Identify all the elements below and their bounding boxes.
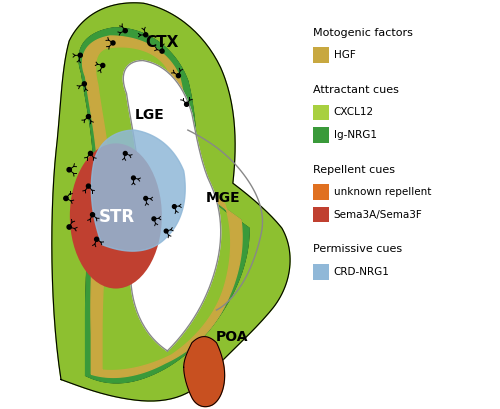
Text: Ig-NRG1: Ig-NRG1	[334, 130, 377, 140]
Circle shape	[100, 63, 105, 67]
Circle shape	[82, 82, 86, 86]
Circle shape	[88, 151, 92, 155]
Circle shape	[176, 74, 180, 78]
Polygon shape	[124, 61, 220, 351]
Polygon shape	[52, 3, 290, 401]
Circle shape	[64, 196, 68, 200]
Text: CRD-NRG1: CRD-NRG1	[334, 267, 390, 277]
Polygon shape	[79, 28, 249, 383]
Circle shape	[172, 204, 176, 209]
FancyBboxPatch shape	[314, 207, 329, 222]
Ellipse shape	[70, 144, 162, 289]
Text: Repellent cues: Repellent cues	[314, 165, 396, 175]
Circle shape	[123, 29, 128, 33]
Circle shape	[86, 115, 90, 119]
Text: CTX: CTX	[146, 36, 179, 50]
FancyBboxPatch shape	[314, 127, 329, 143]
Text: unknown repellent: unknown repellent	[334, 187, 431, 197]
Circle shape	[124, 151, 127, 155]
Circle shape	[94, 237, 98, 241]
Polygon shape	[92, 130, 185, 251]
Circle shape	[67, 168, 71, 172]
FancyBboxPatch shape	[314, 105, 329, 120]
FancyBboxPatch shape	[314, 47, 329, 63]
Text: Attractant cues: Attractant cues	[314, 85, 400, 95]
Text: CXCL12: CXCL12	[334, 108, 374, 117]
FancyBboxPatch shape	[314, 184, 329, 200]
Text: Permissive cues: Permissive cues	[314, 245, 402, 254]
Text: LGE: LGE	[135, 108, 164, 121]
Text: HGF: HGF	[334, 50, 355, 60]
FancyBboxPatch shape	[314, 264, 329, 280]
Circle shape	[111, 41, 115, 45]
Polygon shape	[184, 337, 224, 407]
Circle shape	[90, 213, 94, 217]
Text: STR: STR	[99, 208, 135, 226]
Circle shape	[160, 49, 164, 53]
Text: MGE: MGE	[206, 191, 240, 205]
Circle shape	[164, 229, 168, 233]
Circle shape	[67, 225, 71, 229]
Circle shape	[86, 184, 90, 188]
Circle shape	[184, 102, 188, 106]
Polygon shape	[82, 36, 242, 378]
Text: Motogenic factors: Motogenic factors	[314, 28, 414, 38]
Text: Sema3A/Sema3F: Sema3A/Sema3F	[334, 210, 422, 220]
Text: POA: POA	[216, 330, 248, 344]
Circle shape	[78, 53, 82, 57]
Circle shape	[144, 33, 148, 37]
Circle shape	[144, 196, 148, 200]
Circle shape	[152, 217, 156, 221]
Circle shape	[132, 176, 136, 180]
